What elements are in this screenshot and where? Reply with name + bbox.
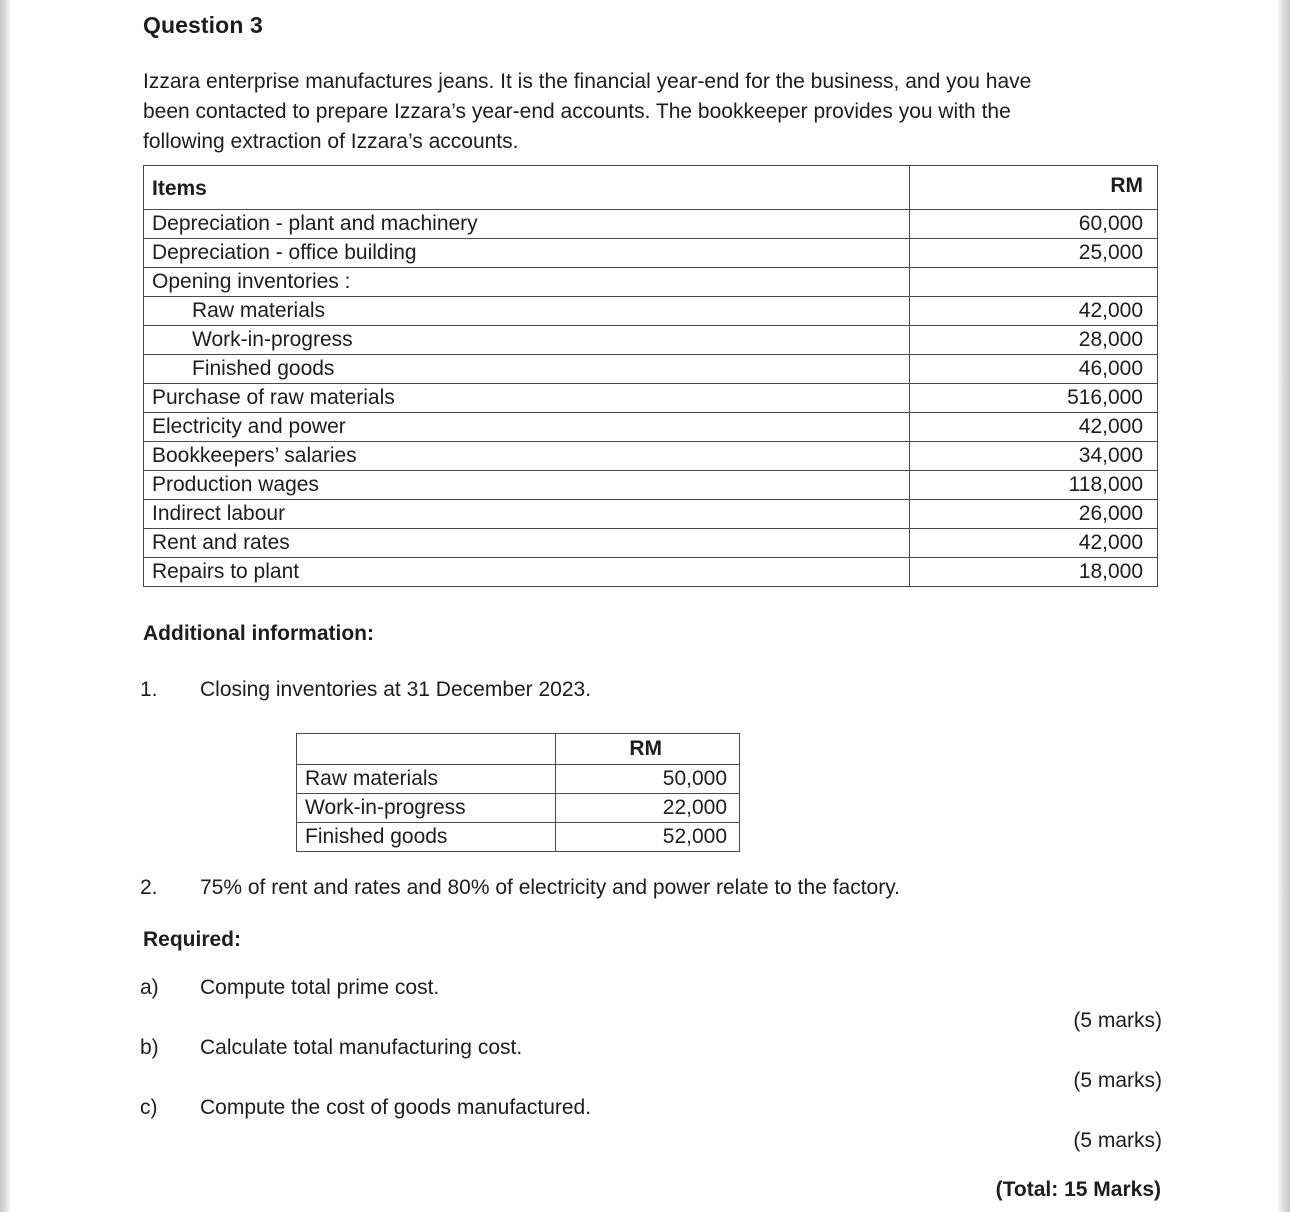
table-row: Electricity and power 42,000 xyxy=(142,412,1158,442)
closing-table-header-row: RM xyxy=(295,733,740,765)
list-marker: 1. xyxy=(140,678,158,701)
accounts-extraction-table: Items RM Depreciation - plant and machin… xyxy=(142,165,1158,587)
row-label: Raw materials xyxy=(295,764,557,794)
table-row: Depreciation - office building 25,000 xyxy=(142,238,1158,268)
row-value: 25,000 xyxy=(909,238,1158,268)
row-value: 52,000 xyxy=(555,822,740,852)
row-label: Depreciation - plant and machinery xyxy=(142,209,911,239)
part-marker: a) xyxy=(140,976,159,999)
row-value: 42,000 xyxy=(909,296,1158,326)
column-header-rm: RM xyxy=(909,165,1158,210)
table-row: Raw materials 50,000 xyxy=(295,764,740,794)
row-value: 34,000 xyxy=(909,441,1158,471)
table-row: Raw materials 42,000 xyxy=(142,296,1158,326)
question-intro: Izzara enterprise manufactures jeans. It… xyxy=(143,67,1159,157)
row-value: 60,000 xyxy=(909,209,1158,239)
row-value: 516,000 xyxy=(909,383,1158,413)
table-row: Indirect labour 26,000 xyxy=(142,499,1158,529)
table-header-row: Items RM xyxy=(142,165,1158,210)
table-row: Work-in-progress 22,000 xyxy=(295,793,740,823)
question-title: Question 3 xyxy=(143,12,263,38)
row-value: 118,000 xyxy=(909,470,1158,500)
row-value: 26,000 xyxy=(909,499,1158,529)
additional-info-item-1: 1. Closing inventories at 31 December 20… xyxy=(140,678,1170,702)
row-label: Opening inventories : xyxy=(142,267,911,297)
part-marks: (5 marks) xyxy=(1073,1009,1162,1032)
intro-line-3: following extraction of Izzara’s account… xyxy=(143,130,519,153)
list-marker: 2. xyxy=(140,876,158,899)
row-value: 46,000 xyxy=(909,354,1158,384)
row-value: 42,000 xyxy=(909,528,1158,558)
table-row: Finished goods 46,000 xyxy=(142,354,1158,384)
additional-information-heading: Additional information: xyxy=(143,622,374,645)
part-marks: (5 marks) xyxy=(1073,1069,1162,1092)
row-label: Repairs to plant xyxy=(142,557,911,587)
part-marker: c) xyxy=(140,1096,158,1119)
row-label: Production wages xyxy=(142,470,911,500)
table-row: Bookkeepers’ salaries 34,000 xyxy=(142,441,1158,471)
part-marks: (5 marks) xyxy=(1073,1129,1162,1152)
required-part-a: a) Compute total prime cost. (5 marks) xyxy=(140,976,1170,1036)
row-label: Electricity and power xyxy=(142,412,911,442)
accounts-table-body: Depreciation - plant and machinery 60,00… xyxy=(142,209,1158,587)
document-header-block: Question 3 Izzara enterprise manufacture… xyxy=(143,0,1161,157)
row-value: 18,000 xyxy=(909,557,1158,587)
closing-table-body: Raw materials 50,000 Work-in-progress 22… xyxy=(295,764,740,852)
row-value xyxy=(909,267,1158,297)
part-text: Compute total prime cost. xyxy=(200,976,440,999)
required-heading: Required: xyxy=(143,928,242,951)
row-value: 42,000 xyxy=(909,412,1158,442)
row-label: Finished goods xyxy=(295,822,557,852)
required-part-c: c) Compute the cost of goods manufacture… xyxy=(140,1096,1170,1156)
part-marker: b) xyxy=(140,1036,159,1059)
table-row: Opening inventories : xyxy=(142,267,1158,297)
row-value: 50,000 xyxy=(555,764,740,794)
table-row: Rent and rates 42,000 xyxy=(142,528,1158,558)
row-label: Finished goods xyxy=(142,354,911,384)
row-label: Depreciation - office building xyxy=(142,238,911,268)
row-label: Work-in-progress xyxy=(142,325,911,355)
row-label: Bookkeepers’ salaries xyxy=(142,441,911,471)
total-marks: (Total: 15 Marks) xyxy=(995,1178,1161,1201)
table-row: Repairs to plant 18,000 xyxy=(142,557,1158,587)
page-edge-right xyxy=(1277,0,1290,1212)
table-row: Production wages 118,000 xyxy=(142,470,1158,500)
column-header-rm: RM xyxy=(555,733,740,765)
row-label: Rent and rates xyxy=(142,528,911,558)
list-item-text: Closing inventories at 31 December 2023. xyxy=(200,678,592,701)
part-text: Calculate total manufacturing cost. xyxy=(200,1036,523,1059)
intro-line-1: Izzara enterprise manufactures jeans. It… xyxy=(143,70,1032,93)
column-header-items: Items xyxy=(142,165,911,210)
row-value: 22,000 xyxy=(555,793,740,823)
row-label: Work-in-progress xyxy=(295,793,557,823)
required-part-b: b) Calculate total manufacturing cost. (… xyxy=(140,1036,1170,1096)
table-row: Depreciation - plant and machinery 60,00… xyxy=(142,209,1158,239)
table-row: Finished goods 52,000 xyxy=(295,822,740,852)
closing-inventories-table: RM Raw materials 50,000 Work-in-progress… xyxy=(295,733,740,852)
row-value: 28,000 xyxy=(909,325,1158,355)
table-row: Purchase of raw materials 516,000 xyxy=(142,383,1158,413)
list-item-text: 75% of rent and rates and 80% of electri… xyxy=(200,876,901,899)
row-label: Indirect labour xyxy=(142,499,911,529)
row-label: Raw materials xyxy=(142,296,911,326)
required-parts-list: a) Compute total prime cost. (5 marks) b… xyxy=(140,976,1170,1156)
part-text: Compute the cost of goods manufactured. xyxy=(200,1096,592,1119)
column-header-blank xyxy=(295,733,557,765)
intro-line-2: been contacted to prepare Izzara’s year-… xyxy=(143,100,1011,123)
additional-info-item-2: 2. 75% of rent and rates and 80% of elec… xyxy=(140,876,1170,900)
row-label: Purchase of raw materials xyxy=(142,383,911,413)
table-row: Work-in-progress 28,000 xyxy=(142,325,1158,355)
page-edge-left xyxy=(0,0,11,1212)
